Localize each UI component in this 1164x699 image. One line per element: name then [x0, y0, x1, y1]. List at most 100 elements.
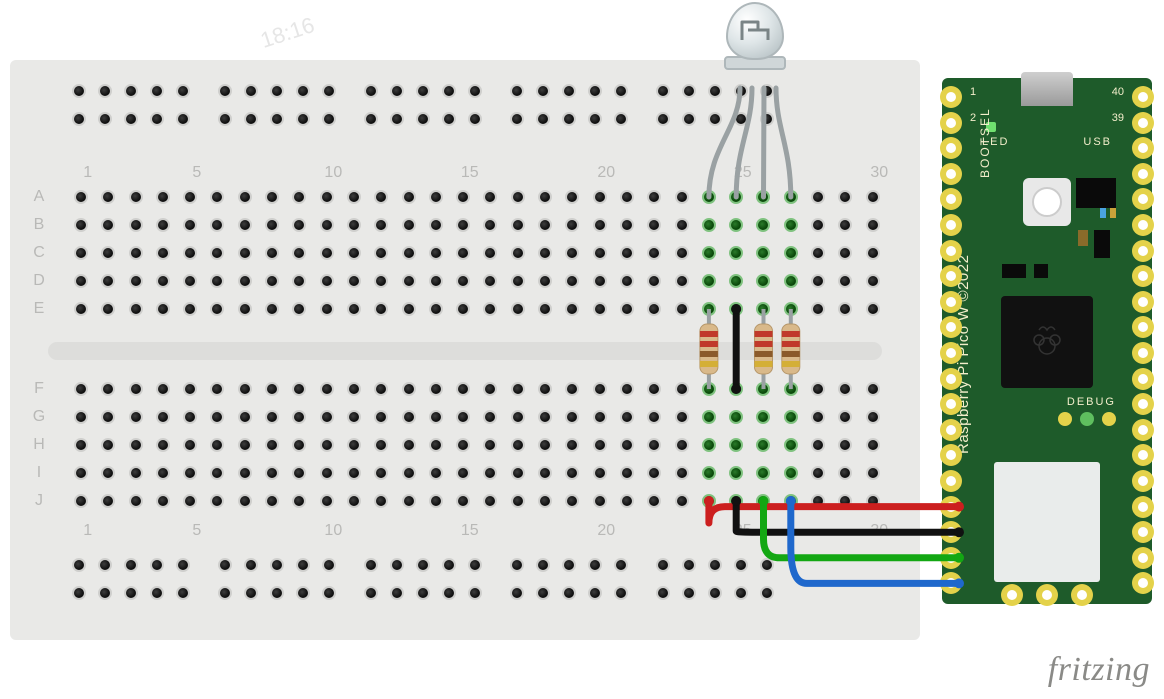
rail-hole — [562, 558, 576, 572]
grid-hole — [811, 466, 825, 480]
grid-hole — [374, 246, 388, 260]
row-label: H — [30, 436, 48, 454]
column-label: 10 — [320, 522, 347, 540]
grid-hole — [593, 382, 607, 396]
grid-hole — [565, 190, 579, 204]
pico-pin — [1132, 470, 1154, 492]
rail-hole — [218, 112, 232, 126]
grid-hole — [838, 438, 852, 452]
grid-hole — [183, 274, 197, 288]
grid-hole — [210, 466, 224, 480]
grid-hole — [866, 302, 880, 316]
rail-hole — [390, 586, 404, 600]
column-label — [675, 522, 702, 540]
rail-hole — [416, 84, 430, 98]
grid-hole — [593, 466, 607, 480]
rail-hole — [562, 112, 576, 126]
column-label — [129, 522, 156, 540]
rail-hole — [244, 112, 258, 126]
grid-hole — [784, 410, 798, 424]
pico-pin — [1132, 188, 1154, 210]
grid-hole — [429, 382, 443, 396]
led-polarity-icon — [740, 18, 770, 44]
rail-hole — [614, 84, 628, 98]
grid-hole — [565, 246, 579, 260]
grid-hole — [811, 382, 825, 396]
grid-hole — [429, 302, 443, 316]
pin-number-1: 1 — [970, 86, 976, 98]
rail-hole — [322, 112, 336, 126]
grid-hole — [265, 382, 279, 396]
column-label — [647, 522, 674, 540]
column-label — [210, 522, 237, 540]
grid-hole — [429, 190, 443, 204]
rail-hole — [510, 558, 524, 572]
rail-hole — [734, 558, 748, 572]
grid-hole — [129, 410, 143, 424]
grid-hole — [647, 410, 661, 424]
pico-pin — [940, 496, 962, 518]
grid-hole — [620, 190, 634, 204]
grid-hole — [347, 410, 361, 424]
grid-hole — [74, 466, 88, 480]
grid-hole — [784, 218, 798, 232]
grid-hole — [129, 466, 143, 480]
rail-hole — [588, 112, 602, 126]
rail-hole — [72, 84, 86, 98]
rail-hole — [124, 84, 138, 98]
grid-hole — [784, 494, 798, 508]
grid-hole — [511, 466, 525, 480]
grid-hole — [456, 466, 470, 480]
pico-pin — [940, 137, 962, 159]
grid-hole — [156, 302, 170, 316]
grid-hole — [702, 438, 716, 452]
pico-pin — [940, 214, 962, 236]
grid-hole — [565, 302, 579, 316]
rail-hole — [218, 84, 232, 98]
grid-hole — [347, 438, 361, 452]
grid-hole — [292, 466, 306, 480]
grid-hole — [292, 274, 306, 288]
grid-hole — [74, 190, 88, 204]
rail-hole — [442, 586, 456, 600]
grid-hole — [784, 246, 798, 260]
pico-pin — [940, 521, 962, 543]
raspberry-logo-icon — [1025, 320, 1069, 364]
grid-hole — [402, 466, 416, 480]
rail-hole — [442, 558, 456, 572]
grid-hole — [74, 274, 88, 288]
grid-hole — [729, 246, 743, 260]
grid-hole — [429, 274, 443, 288]
rail-bottom-row2 — [72, 586, 802, 600]
grid-hole — [756, 218, 770, 232]
rail-hole — [656, 112, 670, 126]
rp2040-chip — [1001, 296, 1093, 388]
grid-hole — [183, 410, 197, 424]
grid-hole — [756, 302, 770, 316]
grid-hole — [565, 382, 579, 396]
grid-hole — [74, 218, 88, 232]
bootsel-button[interactable] — [1023, 178, 1071, 226]
rail-hole — [468, 112, 482, 126]
grid-hole — [374, 302, 388, 316]
grid-hole — [238, 274, 252, 288]
grid-hole — [483, 190, 497, 204]
pico-pin — [940, 444, 962, 466]
grid-hole — [838, 190, 852, 204]
grid-hole — [756, 466, 770, 480]
column-label: 30 — [866, 522, 893, 540]
rail-hole — [218, 586, 232, 600]
grid-hole — [156, 218, 170, 232]
grid-hole — [183, 246, 197, 260]
grid-hole — [838, 302, 852, 316]
grid-hole — [838, 218, 852, 232]
center-divider — [48, 342, 882, 360]
pico-pin — [1132, 214, 1154, 236]
power-rail-bottom — [10, 552, 920, 622]
grid-hole — [620, 218, 634, 232]
grid-hole — [265, 302, 279, 316]
pico-pin — [940, 470, 962, 492]
grid-hole — [565, 410, 579, 424]
grid-hole — [784, 466, 798, 480]
rail-hole — [682, 112, 696, 126]
